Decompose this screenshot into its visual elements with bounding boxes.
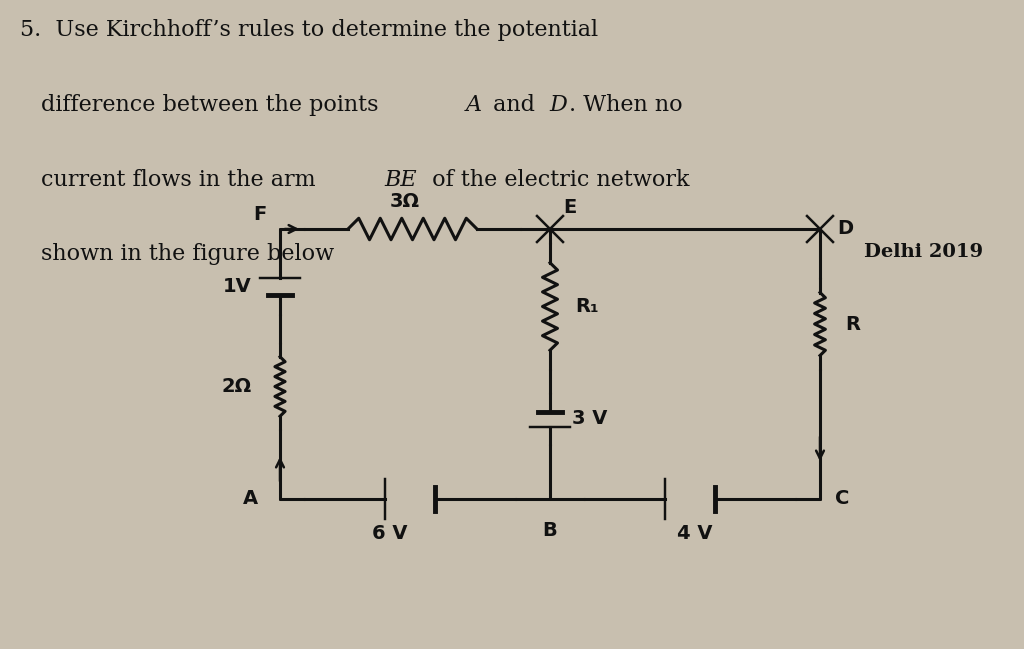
Text: 1V: 1V <box>223 277 252 296</box>
Text: 3Ω: 3Ω <box>390 192 420 211</box>
Text: . When no: . When no <box>569 94 683 116</box>
Text: D: D <box>549 94 566 116</box>
Text: F: F <box>254 205 267 224</box>
Text: 3 V: 3 V <box>572 410 607 428</box>
Text: E: E <box>563 198 577 217</box>
Text: and: and <box>486 94 543 116</box>
Text: B: B <box>543 521 557 540</box>
Text: 5.  Use Kirchhoff’s rules to determine the potential: 5. Use Kirchhoff’s rules to determine th… <box>20 19 599 42</box>
Text: D: D <box>838 219 854 238</box>
Text: 4 V: 4 V <box>677 524 713 543</box>
Text: 2Ω: 2Ω <box>222 377 252 396</box>
Text: Delhi 2019: Delhi 2019 <box>864 243 983 262</box>
Text: A: A <box>466 94 482 116</box>
Text: of the electric network: of the electric network <box>425 169 689 191</box>
Text: 6 V: 6 V <box>373 524 408 543</box>
Text: shown in the figure below: shown in the figure below <box>41 243 334 265</box>
Text: C: C <box>836 489 850 509</box>
Text: A: A <box>243 489 258 509</box>
Text: BE: BE <box>384 169 417 191</box>
Text: current flows in the arm: current flows in the arm <box>41 169 323 191</box>
Text: R₁: R₁ <box>575 297 599 316</box>
Text: R: R <box>845 315 860 334</box>
Text: difference between the points: difference between the points <box>41 94 386 116</box>
